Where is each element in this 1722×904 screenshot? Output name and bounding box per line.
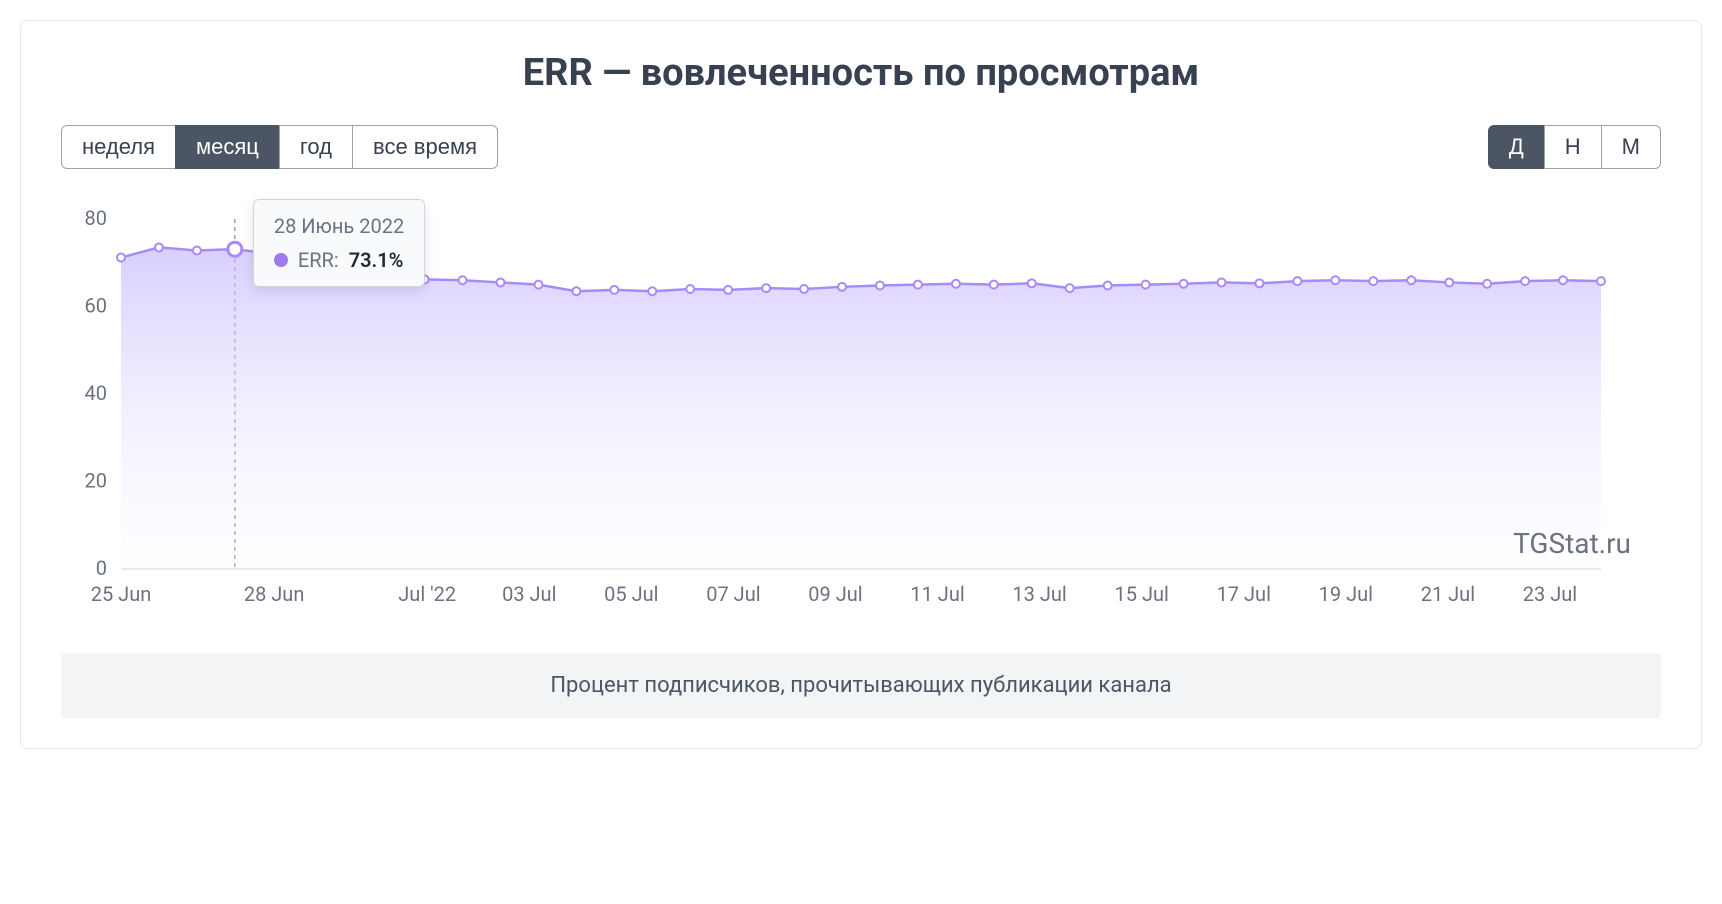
svg-text:Jul '22: Jul '22 <box>398 582 456 606</box>
svg-text:07 Jul: 07 Jul <box>706 582 760 606</box>
tooltip-series-label: ERR: <box>298 248 339 272</box>
tooltip-date: 28 Июнь 2022 <box>274 214 404 238</box>
svg-text:80: 80 <box>85 206 107 230</box>
svg-text:25 Jun: 25 Jun <box>91 582 152 606</box>
svg-text:21 Jul: 21 Jul <box>1421 582 1475 606</box>
period-tab-3[interactable]: все время <box>352 125 498 169</box>
svg-text:0: 0 <box>96 556 107 580</box>
chart-title: ERR — вовлеченность по просмотрам <box>61 51 1661 95</box>
svg-text:03 Jul: 03 Jul <box>502 582 556 606</box>
svg-text:11 Jul: 11 Jul <box>910 582 964 606</box>
granularity-tab-group: ДНМ <box>1488 125 1661 169</box>
period-tab-2[interactable]: год <box>279 125 353 169</box>
svg-text:20: 20 <box>85 469 107 493</box>
tooltip-value: 73.1% <box>349 248 404 272</box>
chart-tooltip: 28 Июнь 2022 ERR: 73.1% <box>253 199 425 287</box>
svg-text:23 Jul: 23 Jul <box>1523 582 1577 606</box>
svg-text:28 Jun: 28 Jun <box>244 582 305 606</box>
chart-card: ERR — вовлеченность по просмотрам неделя… <box>20 20 1702 749</box>
svg-text:09 Jul: 09 Jul <box>808 582 862 606</box>
svg-text:60: 60 <box>85 294 107 318</box>
chart-container: 0 20 40 60 80 25 Jun 28 Jun Jul '22 03 Jul 05 Jul… <box>61 199 1661 623</box>
svg-text:13 Jul: 13 Jul <box>1012 582 1066 606</box>
svg-text:17 Jul: 17 Jul <box>1217 582 1271 606</box>
tooltip-series-dot-icon <box>274 253 288 267</box>
svg-text:40: 40 <box>85 381 107 405</box>
controls-row: неделямесяцгодвсе время ДНМ <box>61 125 1661 169</box>
watermark-text: TGStat.ru <box>1513 527 1631 560</box>
period-tab-0[interactable]: неделя <box>61 125 176 169</box>
granularity-tab-2[interactable]: М <box>1601 125 1661 169</box>
svg-text:15 Jul: 15 Jul <box>1115 582 1169 606</box>
granularity-tab-0[interactable]: Д <box>1488 125 1545 169</box>
chart-footer-caption: Процент подписчиков, прочитывающих публи… <box>61 653 1661 718</box>
tooltip-row: ERR: 73.1% <box>274 248 404 272</box>
period-tab-group: неделямесяцгодвсе время <box>61 125 498 169</box>
granularity-tab-1[interactable]: Н <box>1544 125 1602 169</box>
period-tab-1[interactable]: месяц <box>175 125 280 169</box>
svg-text:19 Jul: 19 Jul <box>1319 582 1373 606</box>
svg-text:05 Jul: 05 Jul <box>604 582 658 606</box>
